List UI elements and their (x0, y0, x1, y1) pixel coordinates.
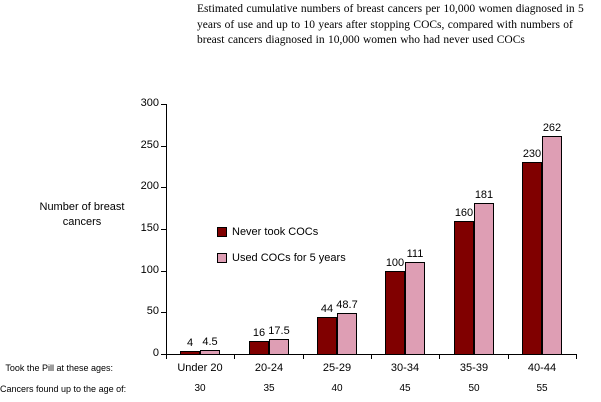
chart-title-line-1: Estimated cumulative numbers of breast c… (197, 3, 584, 15)
y-tick (161, 271, 166, 272)
bar-value-label: 44 (320, 303, 334, 315)
x-axis-line (166, 354, 577, 355)
y-axis-line (166, 104, 167, 359)
x-row-label: Took the Pill at these ages: (5, 363, 113, 373)
y-tick (161, 354, 166, 355)
legend-label-never: Never took COCs (232, 226, 319, 238)
bar-value-label: 111 (406, 248, 424, 260)
x-tick (234, 355, 235, 359)
y-axis-title: Number of breast cancers (18, 200, 146, 230)
legend: Never took COCs Used COCs for 5 years (217, 225, 346, 277)
age-value: 55 (536, 383, 548, 394)
y-axis-title-line-2: cancers (62, 216, 102, 228)
bar-value-label: 4.5 (202, 336, 218, 348)
legend-item-used-cocs: Used COCs for 5 years (217, 251, 346, 265)
bar-value-label: 17.5 (268, 325, 290, 337)
chart-title: Estimated cumulative numbers of breast c… (197, 2, 599, 49)
age-value: 30 (194, 383, 206, 394)
y-tick (161, 146, 166, 147)
age-value: 35 (263, 383, 275, 394)
category-label: 40-44 (527, 362, 557, 374)
bar-never-30-34 (385, 271, 405, 355)
y-tick (161, 229, 166, 230)
x-tick (576, 355, 577, 359)
y-axis-title-line-1: Number of breast (39, 201, 125, 213)
category-label: 25-29 (322, 362, 352, 374)
bar-value-label: 100 (385, 257, 405, 269)
bar-never-20-24 (249, 341, 269, 355)
y-tick-label: 100 (140, 264, 159, 276)
x-tick (508, 355, 509, 359)
y-tick-label: 0 (152, 347, 159, 359)
x-tick (439, 355, 440, 359)
bar-used-40-44 (542, 136, 562, 355)
secondary-row-label: Cancers found up to the age of: (0, 384, 127, 394)
bar-value-label: 160 (454, 207, 474, 219)
y-tick-label: 250 (140, 139, 159, 151)
bar-value-label: 262 (542, 122, 562, 134)
y-tick (161, 187, 166, 188)
bar-used-25-29 (337, 313, 357, 355)
x-tick (371, 355, 372, 359)
chart-title-line-2: years of use and up to 10 years after st… (197, 18, 573, 31)
x-tick (303, 355, 304, 359)
y-tick-label: 200 (140, 180, 159, 192)
bar-value-label: 181 (474, 189, 494, 201)
bar-used-20-24 (269, 339, 289, 355)
age-value: 40 (331, 383, 343, 394)
bar-value-label: 48.7 (336, 299, 358, 311)
category-label: 30-34 (390, 362, 420, 374)
legend-swatch-never-icon (217, 227, 227, 237)
bar-value-label: 16 (252, 327, 266, 339)
y-tick (161, 104, 166, 105)
chart-title-line-3: breast cancers diagnosed in 10,000 women… (197, 34, 525, 46)
age-value: 50 (468, 383, 480, 394)
age-value: 45 (399, 383, 411, 394)
bar-used-30-34 (405, 262, 425, 355)
bar-never-Under 20 (180, 351, 200, 355)
bar-never-25-29 (317, 317, 337, 355)
y-tick-label: 300 (140, 97, 159, 109)
bar-never-40-44 (522, 162, 542, 355)
bar-never-35-39 (454, 221, 474, 355)
category-label: 35-39 (459, 362, 489, 374)
bar-used-Under 20 (200, 350, 220, 355)
category-label: Under 20 (177, 362, 223, 374)
legend-label-used: Used COCs for 5 years (232, 252, 346, 264)
bar-value-label: 230 (522, 148, 542, 160)
legend-swatch-used-icon (217, 253, 227, 263)
y-tick-label: 150 (140, 222, 159, 234)
bar-used-35-39 (474, 203, 494, 355)
y-tick-label: 50 (146, 305, 159, 317)
bar-value-label: 4 (186, 337, 194, 349)
y-tick (161, 312, 166, 313)
category-label: 20-24 (254, 362, 284, 374)
legend-item-never-took-cocs: Never took COCs (217, 225, 346, 239)
